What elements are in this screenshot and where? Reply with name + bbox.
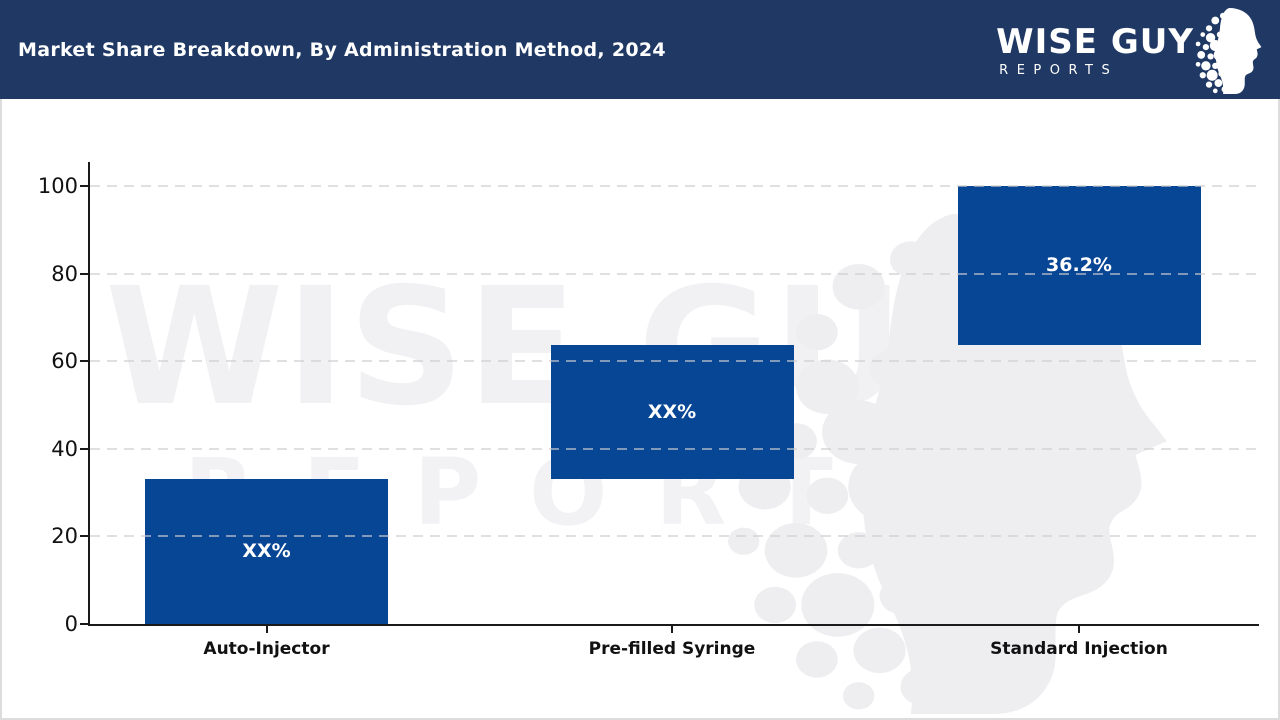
y-axis-tick-label: 40 bbox=[51, 436, 78, 461]
chart-canvas: WISE GUY REPORTS XX% Auto-Injector XX% Pre-… bbox=[0, 99, 1280, 720]
logo-face-icon bbox=[1195, 8, 1262, 94]
waterfall-chart: XX% Auto-Injector XX% Pre-filled Syringe 36.… bbox=[2, 99, 1278, 718]
bar-value-label: XX% bbox=[647, 400, 697, 423]
gridline-100 bbox=[90, 185, 1258, 187]
logo-wordmark: WISE GUY bbox=[996, 21, 1194, 62]
bar-auto-injector bbox=[145, 478, 388, 624]
x-axis-category-label: Auto-Injector bbox=[203, 639, 330, 659]
gridline-20 bbox=[90, 535, 1258, 538]
wise-guy-reports-logo: WISE GUY REPORTS bbox=[996, 8, 1266, 94]
bar-value-label: 36.2% bbox=[1046, 254, 1112, 277]
bar-value-label: XX% bbox=[242, 540, 291, 563]
x-axis-category-label: Pre-filled Syringe bbox=[588, 639, 756, 659]
x-axis-category-label: Standard Injection bbox=[990, 639, 1168, 659]
x-axis-tick bbox=[265, 625, 268, 633]
y-axis-tick bbox=[80, 535, 89, 538]
y-axis-tick-label: 20 bbox=[51, 524, 78, 549]
y-axis-tick bbox=[80, 623, 89, 625]
logo-subtitle: REPORTS bbox=[999, 62, 1119, 78]
gridline-60 bbox=[90, 360, 1258, 363]
gridline-80 bbox=[90, 272, 1258, 275]
page-title: Market Share Breakdown, By Administratio… bbox=[18, 38, 666, 61]
y-axis-tick bbox=[80, 360, 89, 363]
y-axis-tick bbox=[80, 447, 89, 450]
gridline-40 bbox=[90, 447, 1258, 450]
x-axis-tick bbox=[671, 625, 673, 633]
y-axis-line bbox=[88, 162, 90, 626]
y-axis-tick-label: 0 bbox=[64, 612, 78, 636]
y-axis-tick bbox=[80, 185, 89, 187]
x-axis-tick bbox=[1078, 625, 1080, 633]
y-axis-tick-label: 100 bbox=[37, 174, 78, 198]
x-axis-line bbox=[88, 624, 1259, 626]
y-axis-tick bbox=[80, 272, 89, 275]
y-axis-tick-label: 60 bbox=[51, 349, 78, 374]
y-axis-tick-label: 80 bbox=[51, 261, 78, 286]
header-bar: Market Share Breakdown, By Administratio… bbox=[0, 0, 1280, 99]
logo-text: WISE GUY REPORTS bbox=[996, 25, 1194, 78]
